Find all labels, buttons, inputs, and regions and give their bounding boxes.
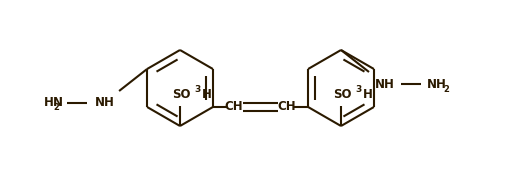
Text: SO: SO bbox=[333, 88, 352, 101]
Text: 2: 2 bbox=[53, 103, 59, 113]
Text: CH: CH bbox=[278, 101, 296, 114]
Text: 3: 3 bbox=[355, 86, 361, 94]
Text: NH: NH bbox=[95, 96, 115, 110]
Text: H: H bbox=[44, 95, 54, 108]
Text: N: N bbox=[53, 96, 63, 110]
Text: H: H bbox=[202, 88, 212, 101]
Text: CH: CH bbox=[225, 101, 243, 114]
Text: 2: 2 bbox=[443, 84, 449, 93]
Text: NH: NH bbox=[427, 78, 447, 91]
Text: SO: SO bbox=[172, 88, 191, 101]
Text: NH: NH bbox=[375, 78, 395, 91]
Text: H: H bbox=[363, 88, 373, 101]
Text: 3: 3 bbox=[194, 86, 200, 94]
